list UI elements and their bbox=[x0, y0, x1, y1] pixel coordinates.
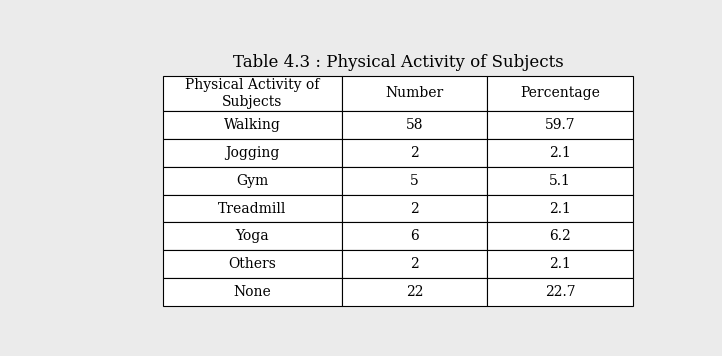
Bar bbox=[342, 222, 487, 250]
Bar bbox=[163, 111, 342, 139]
Bar bbox=[342, 111, 487, 139]
Text: 2: 2 bbox=[410, 146, 419, 160]
Text: 2.1: 2.1 bbox=[549, 146, 571, 160]
Bar bbox=[487, 75, 633, 111]
Text: Number: Number bbox=[386, 87, 443, 100]
Text: 5: 5 bbox=[410, 174, 419, 188]
Bar bbox=[163, 222, 342, 250]
Text: Treadmill: Treadmill bbox=[218, 201, 287, 216]
Bar bbox=[163, 139, 342, 167]
Bar bbox=[342, 278, 487, 306]
Bar bbox=[163, 167, 342, 195]
Text: 6: 6 bbox=[410, 229, 419, 244]
Text: Physical Activity of
Subjects: Physical Activity of Subjects bbox=[185, 78, 319, 109]
Text: 2.1: 2.1 bbox=[549, 257, 571, 271]
Text: None: None bbox=[233, 285, 271, 299]
Text: 2: 2 bbox=[410, 201, 419, 216]
Text: Walking: Walking bbox=[224, 118, 281, 132]
Text: 59.7: 59.7 bbox=[545, 118, 575, 132]
Bar bbox=[342, 139, 487, 167]
Bar bbox=[342, 195, 487, 222]
Text: Table 4.3 : Physical Activity of Subjects: Table 4.3 : Physical Activity of Subject… bbox=[232, 54, 563, 71]
Bar bbox=[487, 195, 633, 222]
Text: Yoga: Yoga bbox=[235, 229, 269, 244]
Bar bbox=[342, 250, 487, 278]
Bar bbox=[487, 111, 633, 139]
Bar bbox=[487, 167, 633, 195]
Text: 58: 58 bbox=[406, 118, 423, 132]
Bar bbox=[163, 195, 342, 222]
Text: 2.1: 2.1 bbox=[549, 201, 571, 216]
Bar bbox=[487, 222, 633, 250]
Text: Percentage: Percentage bbox=[521, 87, 600, 100]
Text: 5.1: 5.1 bbox=[549, 174, 571, 188]
Text: 2: 2 bbox=[410, 257, 419, 271]
Bar bbox=[487, 278, 633, 306]
Bar bbox=[487, 139, 633, 167]
Bar bbox=[342, 167, 487, 195]
Text: 6.2: 6.2 bbox=[549, 229, 571, 244]
Text: Gym: Gym bbox=[236, 174, 269, 188]
Bar bbox=[163, 75, 342, 111]
Bar bbox=[163, 250, 342, 278]
Text: 22: 22 bbox=[406, 285, 423, 299]
Text: 22.7: 22.7 bbox=[545, 285, 575, 299]
Bar bbox=[487, 250, 633, 278]
Text: Others: Others bbox=[228, 257, 277, 271]
Bar bbox=[163, 278, 342, 306]
Text: Jogging: Jogging bbox=[225, 146, 279, 160]
Bar bbox=[342, 75, 487, 111]
